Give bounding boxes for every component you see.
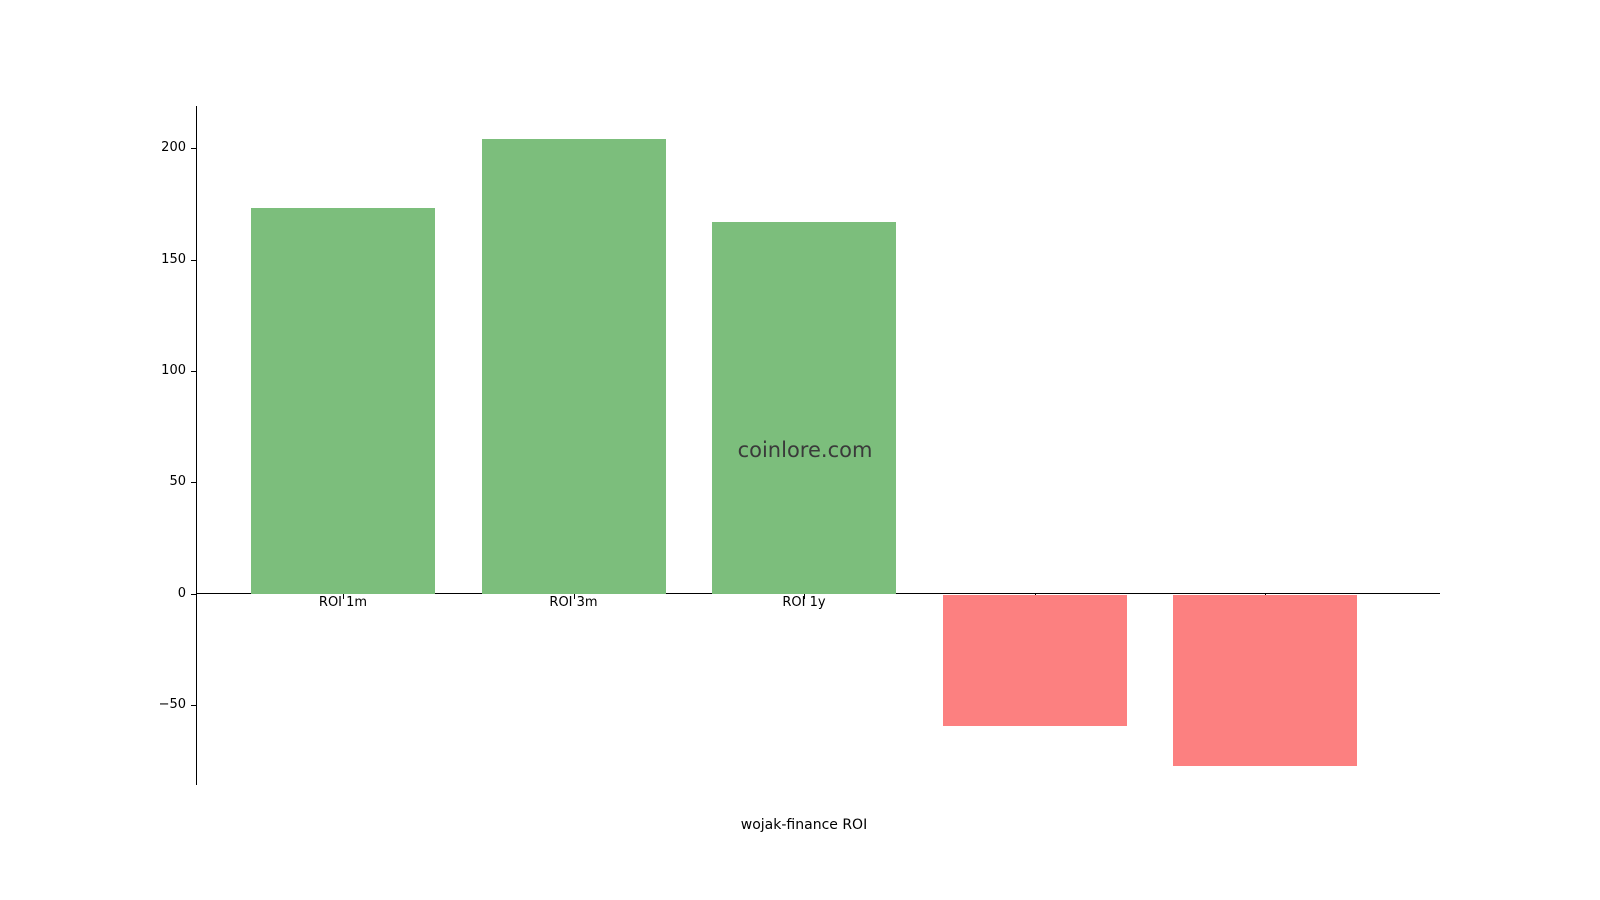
y-tick-mark — [191, 259, 196, 261]
x-tick-mark — [573, 593, 575, 599]
watermark-text: coinlore.com — [737, 438, 873, 462]
bar-negative-4 — [942, 594, 1127, 726]
bar-negative-5 — [1173, 594, 1357, 766]
y-tick-label: 50 — [169, 474, 186, 490]
bar-roi-1y — [712, 221, 896, 594]
y-tick-mark — [191, 482, 196, 484]
y-tick-mark — [191, 593, 196, 595]
y-tick-mark — [191, 704, 196, 706]
y-tick-label: 150 — [161, 251, 186, 267]
y-tick-mark — [191, 148, 196, 150]
y-tick-label: 100 — [161, 362, 186, 378]
y-tick-label: −50 — [158, 696, 186, 712]
y-axis-line — [196, 106, 197, 785]
x-tick-label: ROI 3m — [549, 595, 598, 610]
x-tick-mark — [343, 593, 344, 599]
bar-roi-1m — [251, 208, 435, 594]
y-tick-label: 200 — [161, 140, 186, 156]
bar-roi-3m — [481, 139, 666, 594]
x-tick-label: ROI 1m — [318, 595, 368, 610]
y-tick-label: 0 — [177, 585, 186, 601]
x-tick-label: ROI 1y — [782, 595, 826, 610]
chart-caption: wojak-finance ROI — [740, 817, 868, 833]
y-tick-mark — [191, 370, 196, 372]
x-tick-mark — [804, 593, 805, 599]
